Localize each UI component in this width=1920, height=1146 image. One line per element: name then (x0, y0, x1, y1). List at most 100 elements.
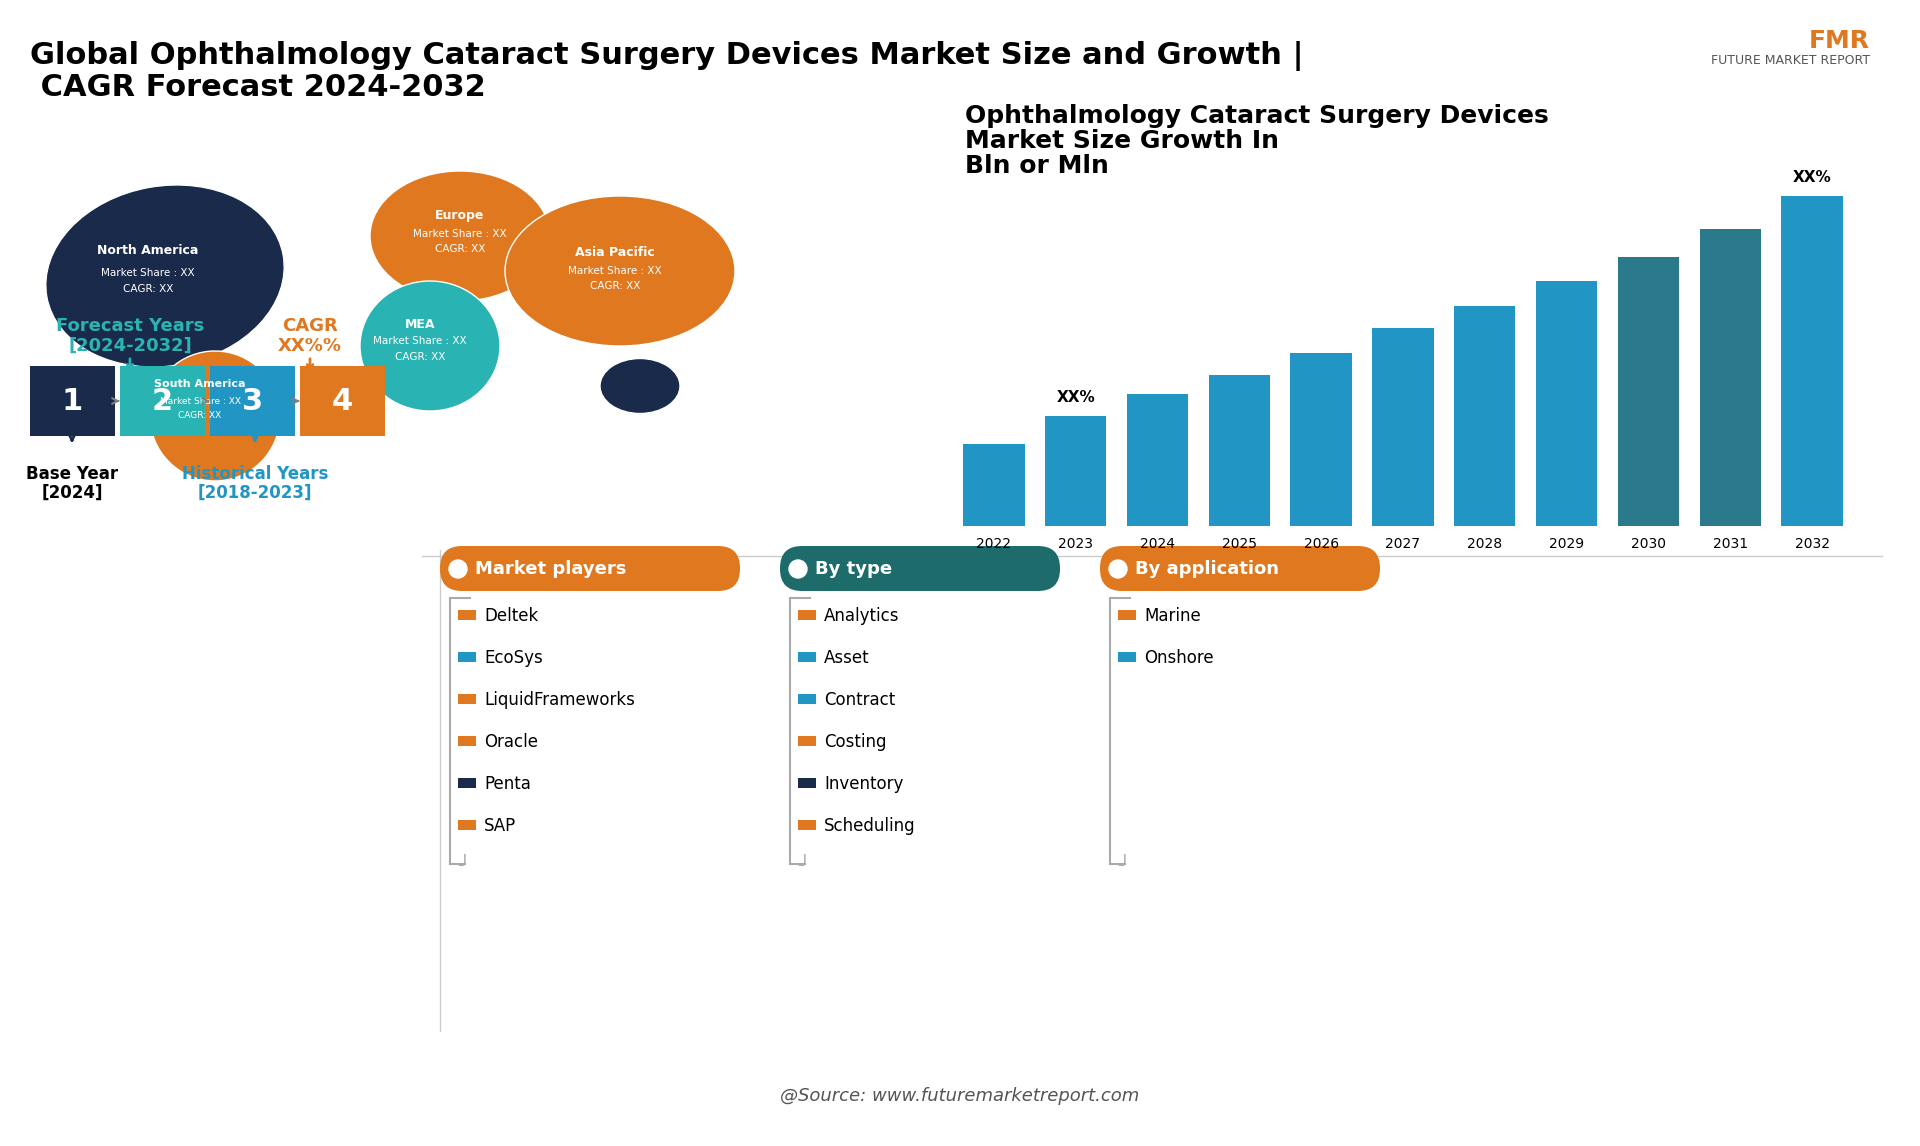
Text: Onshore: Onshore (1144, 649, 1213, 667)
FancyBboxPatch shape (1619, 257, 1680, 526)
Text: Market Size Growth In: Market Size Growth In (966, 129, 1279, 154)
Text: 1: 1 (61, 386, 83, 416)
Text: Asset: Asset (824, 649, 870, 667)
Text: 2026: 2026 (1304, 537, 1338, 551)
Text: Penta: Penta (484, 775, 530, 793)
Text: CAGR: XX: CAGR: XX (179, 410, 221, 419)
Text: Inventory: Inventory (824, 775, 904, 793)
Text: CAGR: XX: CAGR: XX (589, 281, 639, 291)
Text: 4: 4 (332, 386, 353, 416)
Circle shape (1110, 560, 1127, 578)
Text: North America: North America (98, 244, 198, 258)
Text: 2032: 2032 (1795, 537, 1830, 551)
FancyBboxPatch shape (1373, 328, 1434, 526)
Text: CAGR: XX: CAGR: XX (123, 284, 173, 295)
Text: Market Share : XX: Market Share : XX (413, 229, 507, 240)
Text: CAGR: XX: CAGR: XX (396, 352, 445, 362)
Text: FUTURE MARKET REPORT: FUTURE MARKET REPORT (1711, 55, 1870, 68)
FancyBboxPatch shape (799, 821, 816, 830)
Text: 3: 3 (242, 386, 263, 416)
Text: 2028: 2028 (1467, 537, 1501, 551)
Text: XX%: XX% (1056, 391, 1094, 406)
Text: 2027: 2027 (1386, 537, 1421, 551)
Text: 2029: 2029 (1549, 537, 1584, 551)
Ellipse shape (46, 185, 284, 367)
Text: Asia Pacific: Asia Pacific (576, 246, 655, 259)
Text: Market players: Market players (474, 560, 626, 578)
FancyBboxPatch shape (799, 736, 816, 746)
Text: MEA: MEA (405, 317, 436, 330)
Text: [2024]: [2024] (40, 484, 104, 502)
FancyBboxPatch shape (31, 366, 115, 435)
Text: Bln or Mln: Bln or Mln (966, 154, 1110, 178)
Text: By type: By type (814, 560, 893, 578)
Text: Costing: Costing (824, 733, 887, 751)
Text: 2: 2 (152, 386, 173, 416)
Text: [2024-2032]: [2024-2032] (67, 337, 192, 355)
Text: @Source: www.futuremarketreport.com: @Source: www.futuremarketreport.com (780, 1088, 1140, 1105)
Text: XX%%: XX%% (278, 337, 342, 355)
Text: Europe: Europe (436, 210, 484, 222)
Text: Scheduling: Scheduling (824, 817, 916, 835)
Text: ╯: ╯ (799, 857, 810, 876)
FancyBboxPatch shape (209, 366, 296, 435)
FancyBboxPatch shape (300, 366, 386, 435)
Text: ╯: ╯ (459, 857, 470, 876)
Text: Deltek: Deltek (484, 607, 538, 625)
Text: Analytics: Analytics (824, 607, 899, 625)
Text: EcoSys: EcoSys (484, 649, 543, 667)
FancyBboxPatch shape (1782, 196, 1843, 526)
Text: LiquidFrameworks: LiquidFrameworks (484, 691, 636, 709)
Text: Contract: Contract (824, 691, 895, 709)
FancyBboxPatch shape (1453, 306, 1515, 526)
Text: Marine: Marine (1144, 607, 1200, 625)
Text: 2023: 2023 (1058, 537, 1092, 551)
Ellipse shape (599, 359, 680, 414)
Text: Oracle: Oracle (484, 733, 538, 751)
Text: Base Year: Base Year (27, 465, 117, 482)
Text: Market Share : XX: Market Share : XX (159, 397, 240, 406)
FancyBboxPatch shape (459, 736, 476, 746)
FancyBboxPatch shape (459, 821, 476, 830)
FancyBboxPatch shape (799, 694, 816, 704)
Text: 2025: 2025 (1221, 537, 1258, 551)
FancyBboxPatch shape (1536, 281, 1597, 526)
FancyBboxPatch shape (1117, 610, 1137, 620)
Text: CAGR Forecast 2024-2032: CAGR Forecast 2024-2032 (31, 73, 486, 102)
Text: Market Share : XX: Market Share : XX (102, 268, 194, 278)
Text: 2024: 2024 (1140, 537, 1175, 551)
FancyBboxPatch shape (780, 545, 1060, 591)
Text: 2031: 2031 (1713, 537, 1747, 551)
Text: XX%: XX% (1793, 171, 1832, 186)
Text: 2022: 2022 (977, 537, 1012, 551)
FancyBboxPatch shape (459, 610, 476, 620)
FancyBboxPatch shape (1208, 375, 1269, 526)
FancyBboxPatch shape (459, 652, 476, 662)
FancyBboxPatch shape (799, 652, 816, 662)
FancyBboxPatch shape (119, 366, 205, 435)
FancyBboxPatch shape (964, 444, 1025, 526)
FancyBboxPatch shape (1699, 229, 1761, 526)
FancyBboxPatch shape (1290, 353, 1352, 526)
FancyBboxPatch shape (799, 610, 816, 620)
Circle shape (449, 560, 467, 578)
FancyBboxPatch shape (799, 778, 816, 788)
Text: Market Share : XX: Market Share : XX (568, 266, 662, 276)
FancyBboxPatch shape (459, 694, 476, 704)
Text: By application: By application (1135, 560, 1279, 578)
FancyBboxPatch shape (440, 545, 739, 591)
FancyBboxPatch shape (1100, 545, 1380, 591)
FancyBboxPatch shape (1044, 416, 1106, 526)
Text: South America: South America (154, 379, 246, 388)
Text: CAGR: CAGR (282, 317, 338, 335)
FancyBboxPatch shape (459, 778, 476, 788)
Text: CAGR: XX: CAGR: XX (434, 244, 486, 254)
Ellipse shape (505, 196, 735, 346)
Text: Global Ophthalmology Cataract Surgery Devices Market Size and Growth |: Global Ophthalmology Cataract Surgery De… (31, 41, 1304, 71)
FancyBboxPatch shape (1117, 652, 1137, 662)
Text: ╯: ╯ (1117, 857, 1129, 876)
Text: Market Share : XX: Market Share : XX (372, 336, 467, 346)
Circle shape (789, 560, 806, 578)
Ellipse shape (361, 281, 499, 411)
Text: 2030: 2030 (1630, 537, 1667, 551)
